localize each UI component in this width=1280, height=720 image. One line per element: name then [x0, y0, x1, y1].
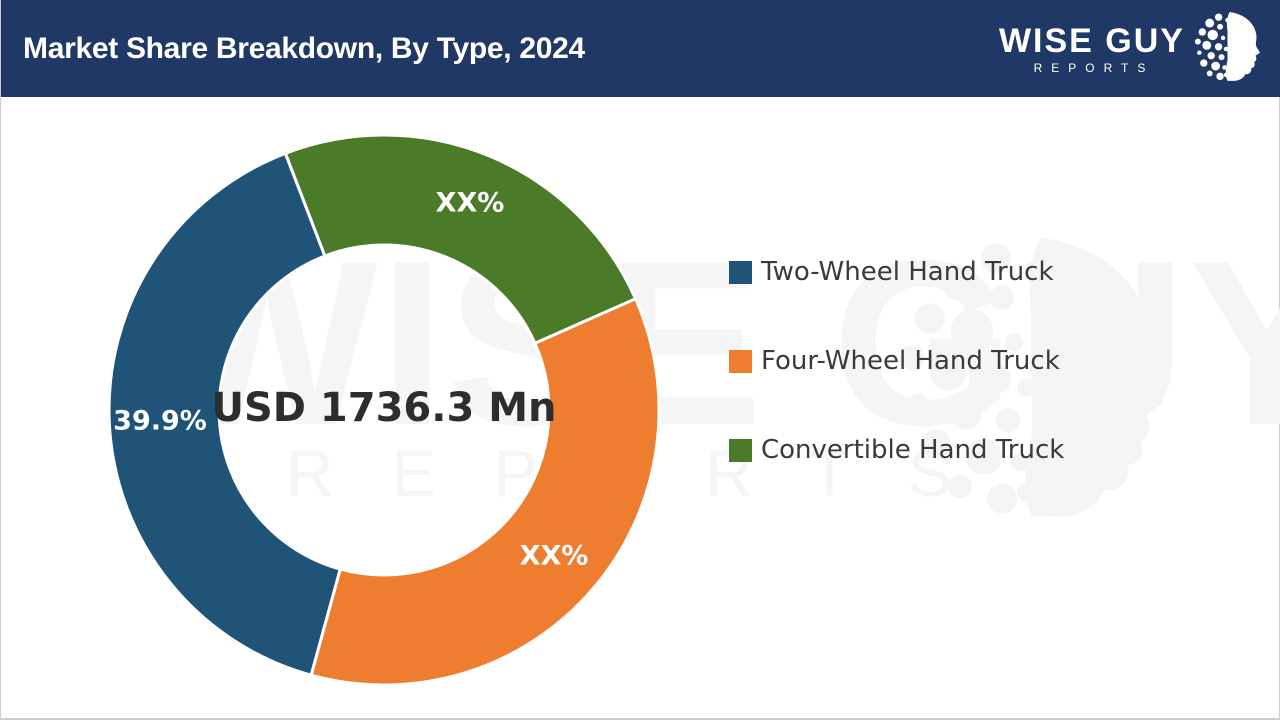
logo-face-icon	[1189, 8, 1263, 90]
logo-wordmark: WISE GUY	[998, 21, 1185, 60]
segment-label-four-wheel: XX%	[519, 540, 589, 572]
logo-text: WISE GUY REPORTS	[999, 24, 1185, 74]
segment-label-convertible: XX%	[435, 187, 505, 219]
chart-legend: Two-Wheel Hand Truck Four-Wheel Hand Tru…	[729, 257, 1065, 526]
donut-segment-1	[309, 296, 661, 687]
donut-segment-0	[107, 151, 343, 678]
chart-center-value: USD 1736.3 Mn	[211, 385, 557, 431]
header-bar: Market Share Breakdown, By Type, 2024 WI…	[1, 0, 1280, 97]
donut-segment-2	[283, 133, 638, 346]
page-title: Market Share Breakdown, By Type, 2024	[23, 31, 585, 65]
wise-guy-logo: WISE GUY REPORTS	[999, 8, 1263, 90]
legend-item-four-wheel: Four-Wheel Hand Truck	[729, 346, 1064, 376]
legend-swatch-convertible	[729, 438, 752, 462]
legend-label-four-wheel: Four-Wheel Hand Truck	[761, 346, 1060, 376]
legend-label-two-wheel: Two-Wheel Hand Truck	[761, 257, 1054, 287]
legend-label-convertible: Convertible Hand Truck	[761, 435, 1065, 465]
logo-subtitle: REPORTS	[1033, 60, 1155, 75]
legend-swatch-two-wheel	[729, 260, 752, 284]
segment-label-two-wheel: 39.9%	[113, 405, 207, 437]
legend-swatch-four-wheel	[729, 349, 752, 373]
legend-item-two-wheel: Two-Wheel Hand Truck	[729, 257, 1064, 287]
legend-item-convertible: Convertible Hand Truck	[729, 435, 1065, 465]
